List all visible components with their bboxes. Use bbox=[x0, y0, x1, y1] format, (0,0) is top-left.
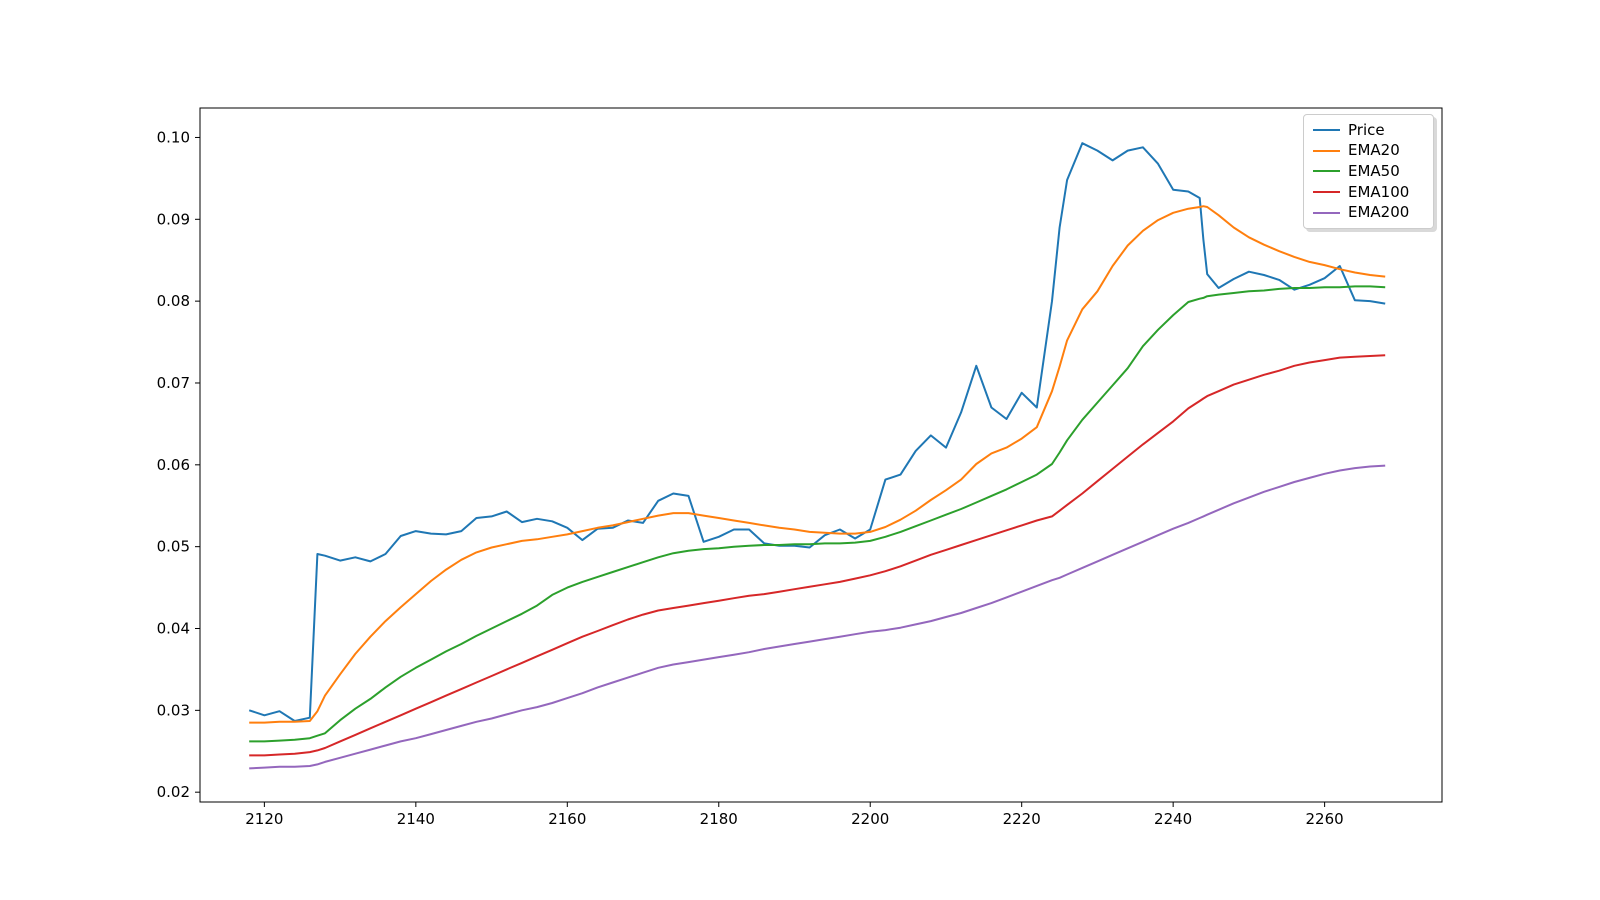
y-tick-label: 0.04 bbox=[157, 620, 190, 638]
price-line-swatch bbox=[1313, 129, 1340, 132]
legend-item-price: Price bbox=[1313, 120, 1425, 141]
legend-label-ema50: EMA50 bbox=[1348, 161, 1400, 180]
legend-item-ema200: EMA200 bbox=[1313, 202, 1425, 223]
x-tick-label: 2140 bbox=[397, 810, 435, 828]
x-tick-label: 2220 bbox=[1003, 810, 1041, 828]
y-tick-label: 0.03 bbox=[157, 701, 190, 719]
x-tick-label: 2180 bbox=[700, 810, 738, 828]
axes-spines bbox=[199, 107, 1443, 803]
ema200-line-swatch bbox=[1313, 211, 1340, 214]
y-tick-label: 0.08 bbox=[157, 292, 190, 310]
x-tick-label: 2260 bbox=[1306, 810, 1344, 828]
ema100-line-swatch bbox=[1313, 191, 1340, 194]
x-tick-label: 2160 bbox=[548, 810, 586, 828]
y-tick-label: 0.09 bbox=[157, 210, 190, 228]
x-tick-label: 2240 bbox=[1154, 810, 1192, 828]
series-line-price bbox=[248, 142, 1386, 722]
legend-item-ema100: EMA100 bbox=[1313, 182, 1425, 203]
x-tick-label: 2120 bbox=[245, 810, 283, 828]
ema50-line-swatch bbox=[1313, 170, 1340, 173]
series-line-ema100 bbox=[249, 354, 1386, 757]
ema20-line-swatch bbox=[1313, 149, 1340, 152]
legend-label-price: Price bbox=[1348, 120, 1385, 139]
legend: Price EMA20 EMA50 EMA100 EMA200 bbox=[1303, 114, 1434, 229]
series-line-ema200 bbox=[249, 464, 1386, 770]
x-tick-label: 2200 bbox=[851, 810, 889, 828]
legend-label-ema100: EMA100 bbox=[1348, 182, 1410, 201]
legend-label-ema200: EMA200 bbox=[1348, 203, 1410, 222]
series-line-ema20 bbox=[249, 205, 1386, 724]
legend-label-ema20: EMA20 bbox=[1348, 141, 1400, 160]
legend-item-ema50: EMA50 bbox=[1313, 161, 1425, 182]
y-tick-label: 0.07 bbox=[157, 374, 190, 392]
y-tick-label: 0.06 bbox=[157, 456, 190, 474]
y-tick-label: 0.10 bbox=[157, 128, 190, 146]
y-tick-label: 0.05 bbox=[157, 538, 190, 556]
y-tick-label: 0.02 bbox=[157, 783, 190, 801]
series-line-ema50 bbox=[249, 285, 1386, 743]
legend-item-ema20: EMA20 bbox=[1313, 141, 1425, 162]
